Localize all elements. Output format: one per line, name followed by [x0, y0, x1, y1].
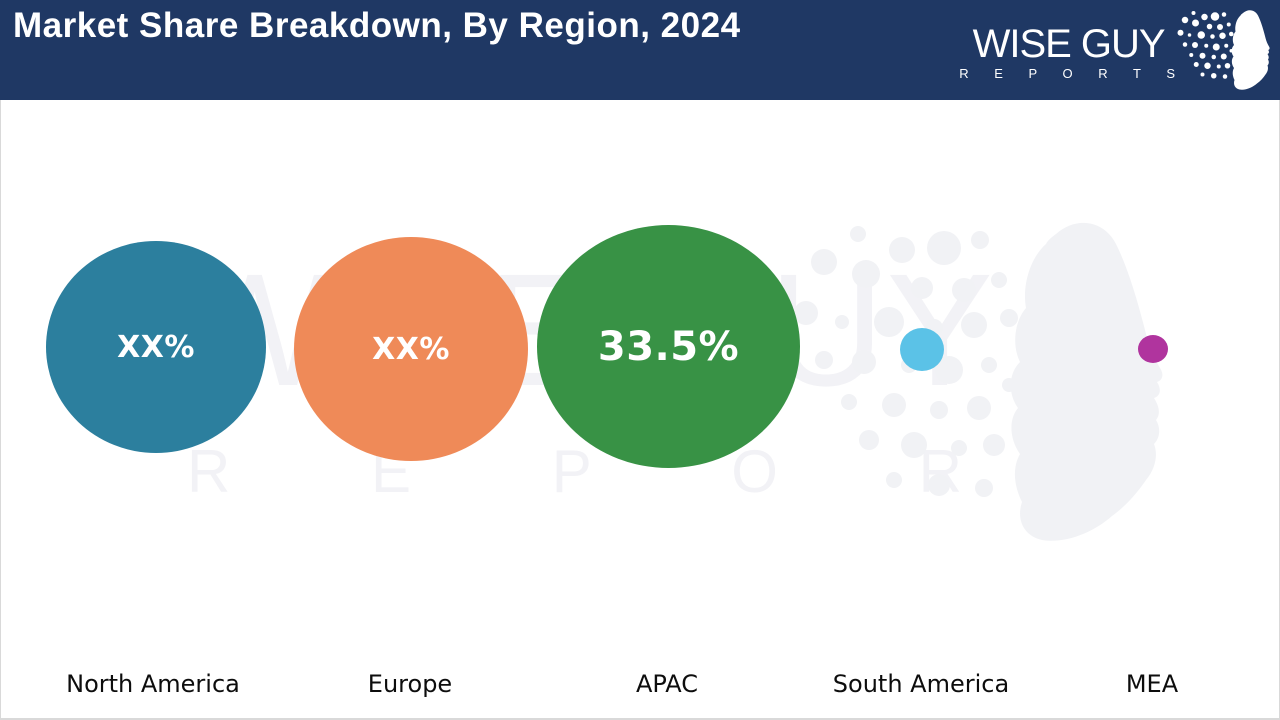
bubble-chart: WISE GUY R E P O R T S XX% XX% 33.5% Nor… [0, 100, 1280, 720]
logo-face-icon [1177, 10, 1270, 90]
page-title: Market Share Breakdown, By Region, 2024 [13, 6, 741, 45]
header-bar: Market Share Breakdown, By Region, 2024 … [0, 0, 1280, 100]
category-label-apac: APAC [635, 670, 699, 698]
bubble-apac: 33.5% [537, 225, 800, 468]
category-label-north-america: North America [66, 670, 240, 698]
bubble-value-label: XX% [117, 329, 195, 365]
logo-wordmark: WISE GUY [972, 22, 1166, 66]
category-label-mea: MEA [1125, 670, 1179, 698]
watermark-face-icon [794, 222, 1163, 541]
bubble-north-america: XX% [46, 241, 266, 453]
category-label-south-america: South America [832, 670, 1010, 698]
logo-subtitle: R E P O R T S [959, 66, 1186, 81]
category-label-europe: Europe [367, 670, 453, 698]
bubble-south-america [900, 328, 944, 371]
bubble-europe: XX% [294, 237, 528, 461]
bubble-value-label: XX% [372, 331, 450, 367]
wise-guy-reports-logo: WISE GUY R E P O R T S [951, 8, 1272, 94]
bubble-value-label: 33.5% [597, 323, 740, 370]
logo-text: WISE GUY R E P O R T S [951, 23, 1186, 81]
bubble-mea [1138, 335, 1168, 363]
